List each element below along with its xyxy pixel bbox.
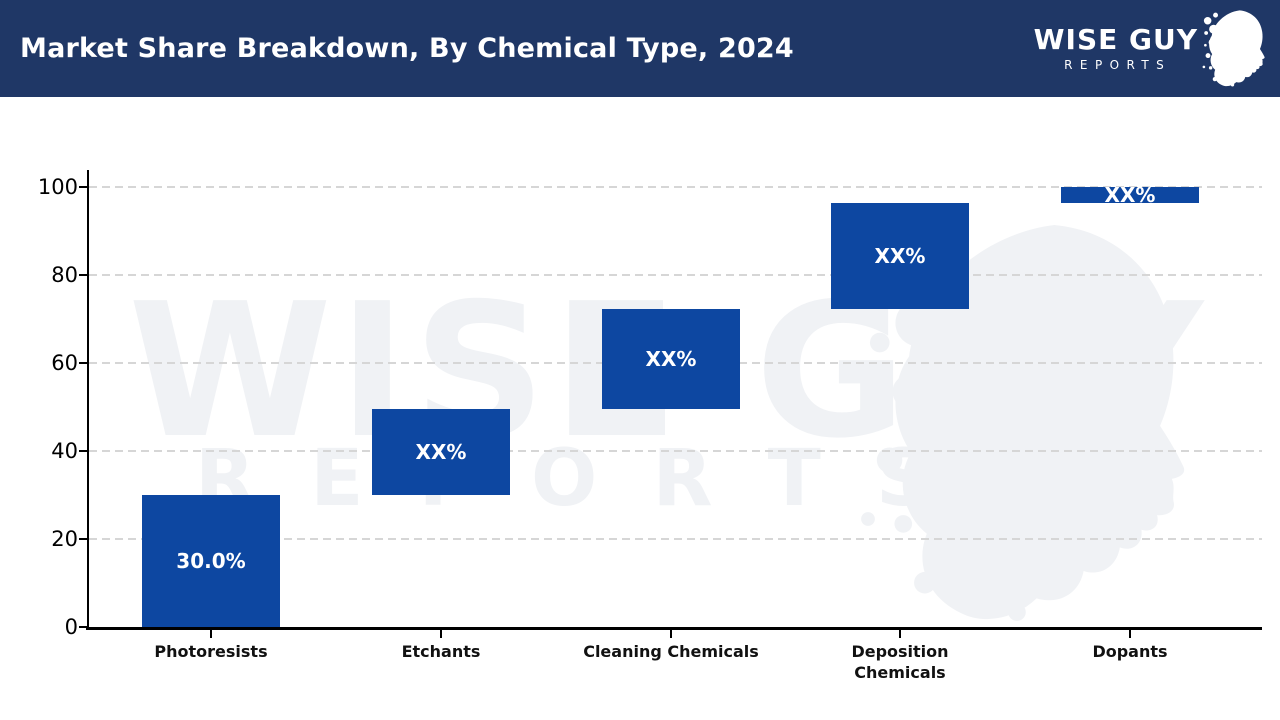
x-axis	[86, 627, 1262, 630]
y-tick-label: 100	[37, 175, 78, 199]
y-tick	[79, 538, 88, 540]
logo-name: WISE GUY	[1033, 23, 1198, 56]
x-tick-label: Photoresists	[154, 642, 268, 661]
y-tick	[79, 274, 88, 276]
logo-subtitle: REPORTS	[1064, 58, 1172, 72]
y-tick	[79, 186, 88, 188]
gridline	[89, 450, 1262, 452]
bar	[372, 409, 510, 495]
x-tick	[670, 630, 672, 638]
bar	[1061, 187, 1199, 203]
x-tick	[210, 630, 212, 638]
bar-value-label: XX%	[415, 440, 467, 465]
x-tick-label: Etchants	[401, 642, 481, 661]
bar	[602, 308, 740, 410]
gridline	[89, 538, 1262, 540]
plot-area: 0 20 40 60 80 100 30.0% XX% XX% XX% XX% Photoresist…	[0, 97, 1280, 720]
y-tick-label: 40	[51, 439, 78, 463]
x-tick	[1129, 630, 1131, 638]
x-tick	[440, 630, 442, 638]
y-tick-label: 80	[51, 263, 78, 287]
gridline	[89, 274, 1262, 276]
y-tick-label: 20	[51, 527, 78, 551]
chart-title: Market Share Breakdown, By Chemical Type…	[20, 33, 794, 64]
x-tick	[899, 630, 901, 638]
x-tick-label: Deposition Chemicals	[851, 642, 949, 682]
header-bar: Market Share Breakdown, By Chemical Type…	[0, 0, 1280, 97]
y-tick-label: 0	[64, 615, 78, 639]
y-tick	[79, 626, 88, 628]
bar-value-label: XX%	[645, 347, 697, 372]
y-tick-label: 60	[51, 351, 78, 375]
y-tick	[79, 362, 88, 364]
bar-value-label: XX%	[1104, 182, 1156, 207]
logo-wordmark: WISE GUY REPORTS	[1033, 23, 1198, 72]
x-tick-label: Cleaning Chemicals	[583, 642, 759, 661]
logo-head-icon	[1202, 9, 1265, 86]
y-axis	[87, 170, 89, 630]
bar	[142, 495, 280, 627]
chart-area: WISE GUY R E P O R T S 0 20 40 60 80 100 30.0%…	[0, 97, 1280, 720]
y-tick	[79, 450, 88, 452]
bar-value-label: 30.0%	[176, 549, 246, 573]
brand-logo: WISE GUY REPORTS	[1033, 9, 1266, 88]
bar-value-label: XX%	[874, 243, 926, 268]
x-tick-label: Dopants	[1092, 642, 1168, 661]
gridline	[89, 186, 1262, 188]
